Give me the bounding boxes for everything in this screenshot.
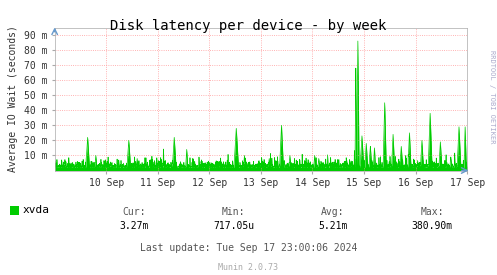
Text: Cur:: Cur:: [122, 207, 146, 217]
Text: xvda: xvda: [22, 205, 49, 215]
Y-axis label: Average IO Wait (seconds): Average IO Wait (seconds): [8, 26, 18, 172]
Text: Max:: Max:: [420, 207, 444, 217]
Text: RRDTOOL / TOBI OETIKER: RRDTOOL / TOBI OETIKER: [489, 50, 495, 143]
Text: 5.21m: 5.21m: [318, 221, 348, 231]
Text: Avg:: Avg:: [321, 207, 345, 217]
Text: Disk latency per device - by week: Disk latency per device - by week: [110, 19, 387, 33]
Text: Last update: Tue Sep 17 23:00:06 2024: Last update: Tue Sep 17 23:00:06 2024: [140, 243, 357, 253]
Text: 3.27m: 3.27m: [119, 221, 149, 231]
Text: 717.05u: 717.05u: [213, 221, 254, 231]
Text: Munin 2.0.73: Munin 2.0.73: [219, 263, 278, 272]
Text: Min:: Min:: [222, 207, 246, 217]
Text: 380.90m: 380.90m: [412, 221, 453, 231]
